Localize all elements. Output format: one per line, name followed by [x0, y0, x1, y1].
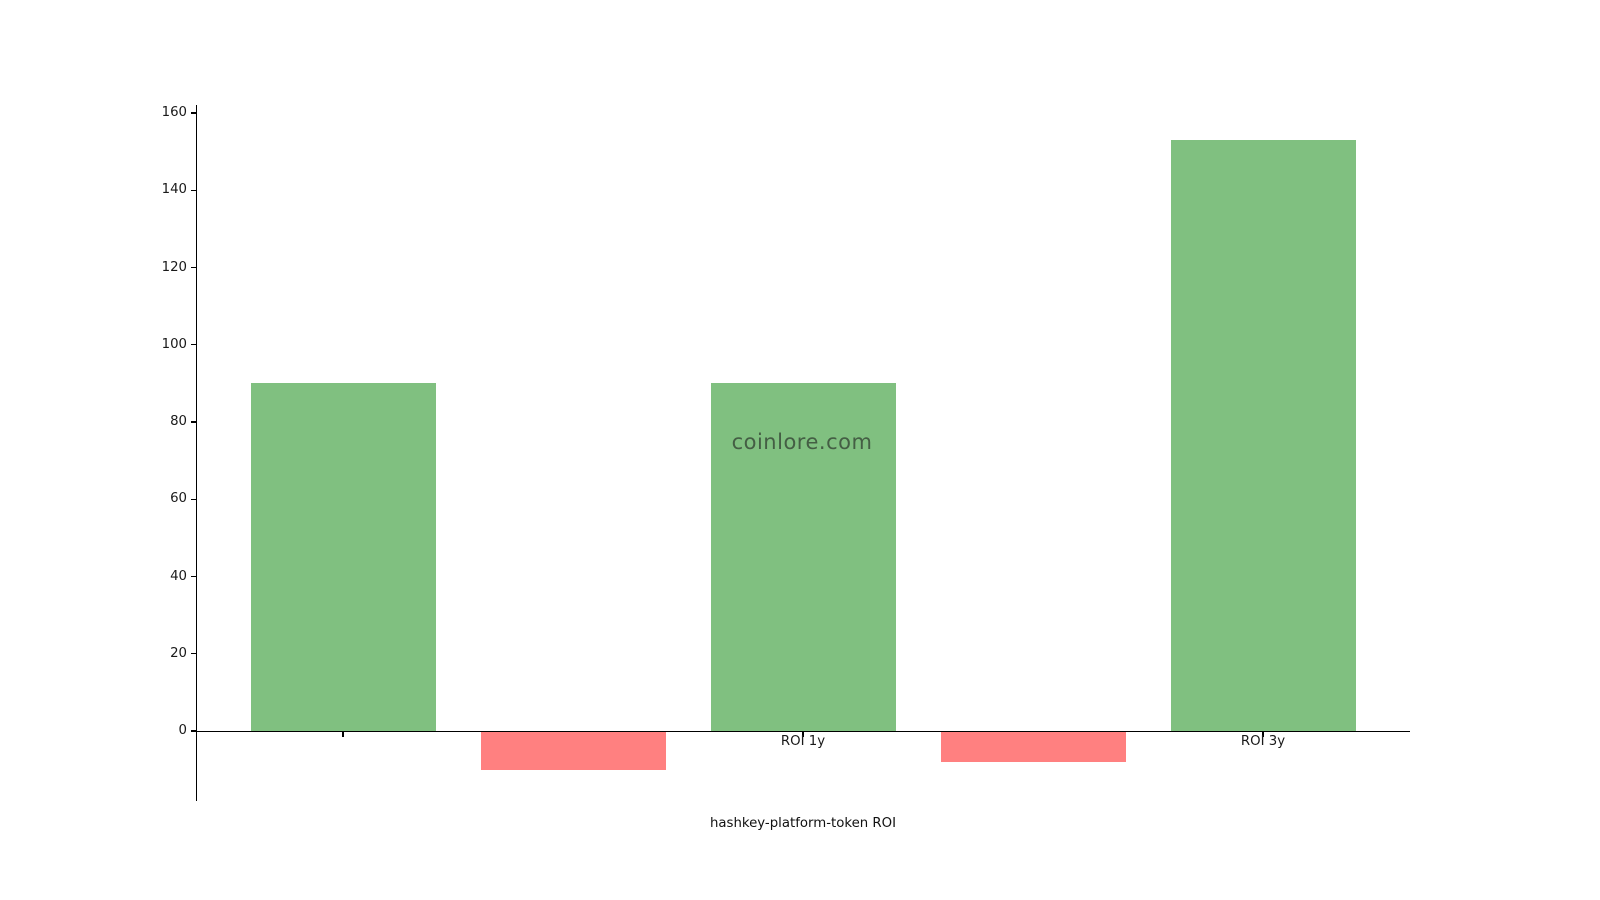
- y-tick-mark: [191, 266, 196, 269]
- y-tick-label: 80: [170, 414, 187, 429]
- y-axis-spine: [195, 105, 197, 801]
- y-tick-mark: [191, 575, 196, 578]
- x-tick-label: ROI 3y: [1240, 734, 1286, 749]
- watermark-text: coinlore.com: [731, 430, 873, 454]
- x-tick-mark: [1262, 731, 1264, 737]
- x-tick-mark: [802, 731, 804, 737]
- x-tick-label: ROI 1y: [780, 734, 826, 749]
- y-tick-mark: [191, 112, 196, 114]
- y-tick-mark: [191, 189, 196, 191]
- bar-positive: [250, 383, 436, 731]
- y-tick-label: 20: [170, 645, 187, 661]
- y-tick-label: 0: [178, 723, 187, 738]
- y-tick-mark: [191, 653, 196, 655]
- bar-positive: [710, 383, 896, 731]
- chart-x-axis-label: hashkey-platform-token ROI: [709, 816, 897, 831]
- y-tick-label: 60: [170, 491, 187, 507]
- bar-negative: [480, 731, 666, 770]
- y-tick-label: 160: [161, 105, 187, 120]
- y-tick-label: 140: [161, 182, 187, 198]
- y-tick-mark: [191, 344, 196, 346]
- y-tick-mark: [191, 498, 196, 500]
- y-tick-mark: [191, 421, 196, 423]
- y-tick-label: 40: [170, 568, 187, 584]
- y-tick-label: 100: [161, 336, 187, 352]
- x-tick-mark: [342, 731, 344, 737]
- bar-positive: [1170, 140, 1356, 731]
- y-tick-label: 120: [161, 259, 187, 275]
- bar-negative: [940, 731, 1126, 762]
- x-axis-line: [196, 730, 1410, 732]
- y-tick-mark: [191, 730, 196, 732]
